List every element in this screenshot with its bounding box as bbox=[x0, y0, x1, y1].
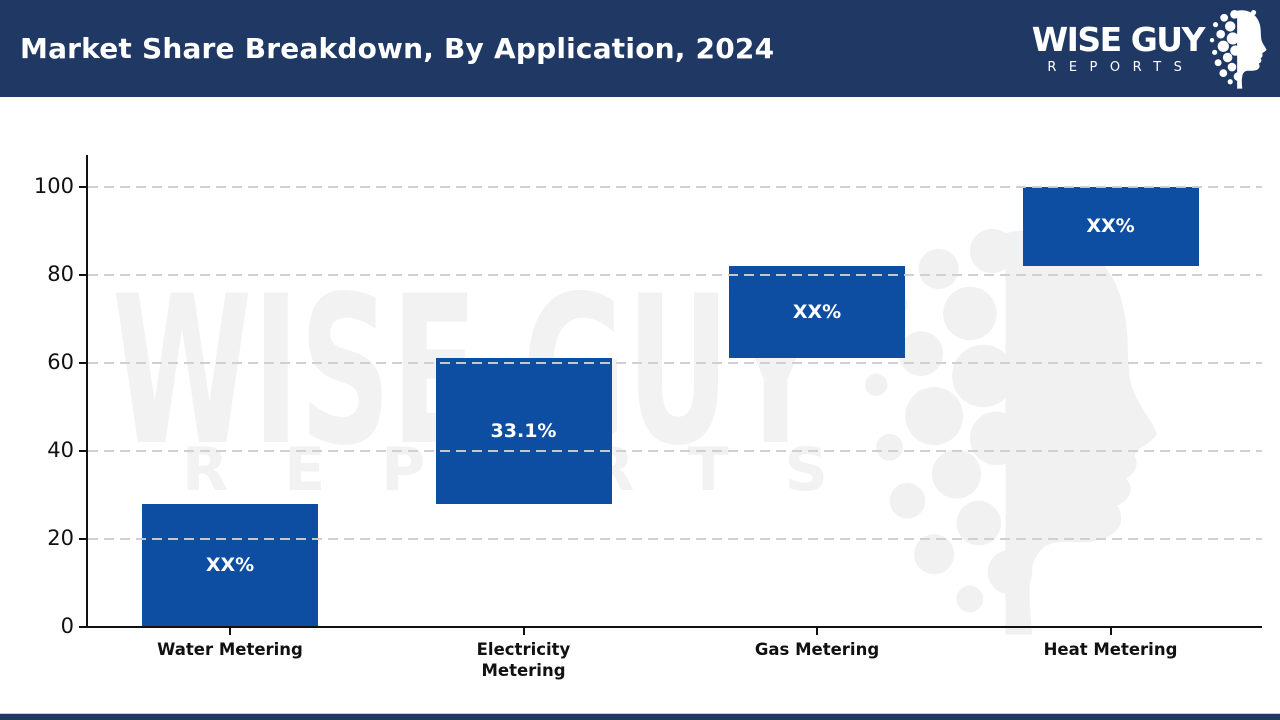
bar-electricity-metering: 33.1% bbox=[435, 358, 612, 504]
y-tick-label-0: 0 bbox=[60, 614, 74, 638]
x-axis-label-gas-metering: Gas Metering bbox=[754, 640, 880, 659]
bar-heat-metering: XX% bbox=[1022, 187, 1199, 266]
bar-gas-metering: XX% bbox=[729, 265, 905, 359]
brand-logo-text: WISE GUY REPORTS bbox=[1031, 19, 1206, 75]
bar-value-label: XX% bbox=[205, 554, 255, 577]
y-tick-mark-100 bbox=[79, 186, 87, 188]
bar-value-label: XX% bbox=[792, 300, 842, 323]
footer-bar bbox=[0, 714, 1280, 720]
y-tick-label-80: 80 bbox=[47, 262, 74, 286]
brand-face-icon bbox=[1209, 9, 1267, 89]
bar-water-metering: XX% bbox=[142, 503, 318, 627]
gridline-20 bbox=[88, 538, 1262, 540]
gridline-60 bbox=[88, 362, 1262, 364]
y-tick-mark-80 bbox=[79, 274, 87, 276]
x-axis-label-electricity-metering: Electricity Metering bbox=[476, 640, 571, 680]
y-tick-label-20: 20 bbox=[47, 526, 74, 550]
x-tick-mark-2 bbox=[522, 627, 525, 635]
y-tick-mark-0 bbox=[79, 626, 87, 628]
plot-area: WISE GUY REPORTS XX%33.1%XX%XX%020406080… bbox=[0, 97, 1280, 713]
header: Market Share Breakdown, By Application, … bbox=[0, 0, 1280, 97]
bar-value-label: 33.1% bbox=[490, 419, 557, 442]
y-tick-mark-40 bbox=[79, 450, 87, 452]
y-tick-label-100: 100 bbox=[33, 174, 74, 198]
x-tick-mark-3 bbox=[816, 627, 818, 635]
x-axis-label-heat-metering: Heat Metering bbox=[1043, 640, 1178, 659]
brand-logo-subtitle: REPORTS bbox=[1047, 59, 1195, 75]
y-tick-label-60: 60 bbox=[47, 350, 74, 374]
gridline-40 bbox=[88, 450, 1262, 452]
x-axis-label-water-metering: Water Metering bbox=[157, 640, 303, 659]
page-title: Market Share Breakdown, By Application, … bbox=[20, 32, 775, 65]
bar-value-label: XX% bbox=[1086, 215, 1135, 238]
y-tick-mark-60 bbox=[79, 362, 87, 364]
gridline-80 bbox=[88, 274, 1262, 276]
gridline-100 bbox=[88, 186, 1262, 188]
footer-divider bbox=[0, 713, 1280, 714]
brand-logo: WISE GUY REPORTS bbox=[1032, 0, 1270, 97]
x-tick-mark-1 bbox=[229, 627, 231, 635]
y-tick-mark-20 bbox=[79, 538, 87, 540]
brand-logo-name: WISE GUY bbox=[1031, 19, 1206, 59]
y-tick-label-40: 40 bbox=[47, 438, 74, 462]
x-tick-mark-4 bbox=[1109, 627, 1112, 635]
y-axis-line bbox=[86, 155, 88, 627]
x-axis-line bbox=[86, 626, 1262, 628]
